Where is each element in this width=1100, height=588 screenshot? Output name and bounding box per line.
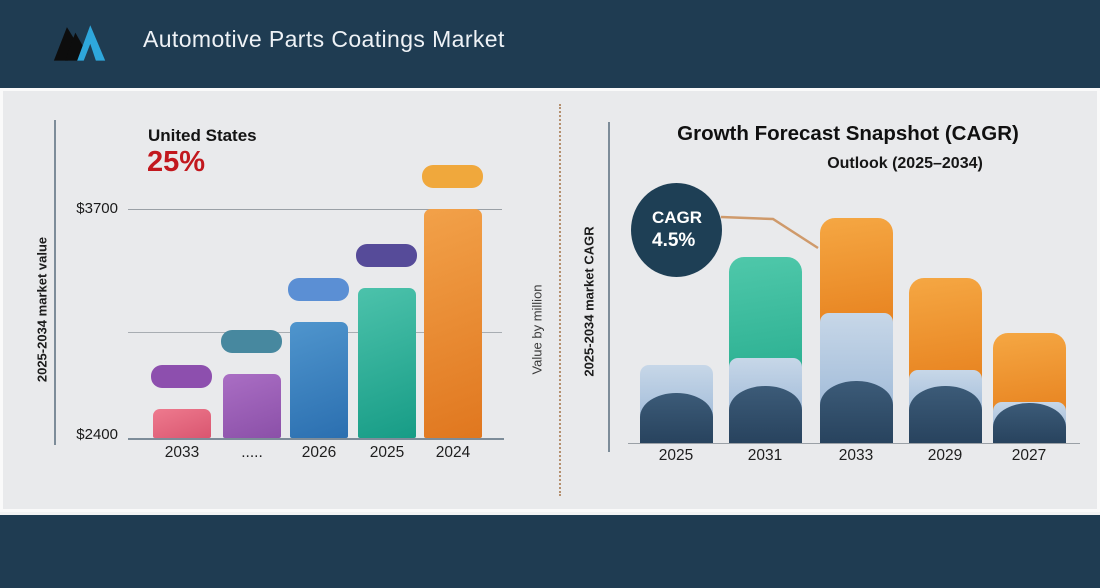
x-label-2025: 2025	[369, 444, 405, 461]
value-by-million-label: Value by million	[529, 284, 545, 375]
segment-top-2029	[908, 278, 982, 384]
left-y-axis-line	[54, 120, 56, 445]
floating-cap-2026	[288, 278, 349, 301]
segment-top-2031	[728, 257, 802, 372]
segment-base-2031	[728, 386, 802, 443]
cagr-badge-label: CAGR	[652, 207, 703, 227]
x-label-2031: 2031	[747, 447, 783, 464]
stacked-bar-2027	[992, 333, 1066, 443]
left-x-axis-line	[128, 438, 504, 440]
right-y-axis-line	[608, 122, 610, 452]
cagr-badge-value: 4.5%	[652, 229, 696, 251]
gridline-3700	[128, 209, 502, 210]
y-tick-3700: $3700	[76, 200, 118, 217]
x-label-.....: .....	[241, 444, 263, 461]
stacked-bar-2025	[639, 365, 713, 443]
right-chart-title: Growth Forecast Snapshot (CAGR)	[677, 122, 1019, 145]
stacked-bar-2031	[728, 257, 802, 443]
floating-cap-2025	[356, 244, 417, 267]
floating-cap-2024	[422, 165, 483, 188]
floating-cap-.....	[221, 330, 282, 353]
segment-base-2025	[639, 393, 713, 443]
cagr-badge: CAGR 4.5%	[631, 183, 722, 277]
left-y-axis-label: 2025-2034 market value	[34, 236, 50, 383]
stacked-bar-2033	[819, 218, 893, 443]
highlight-percentage: 25%	[147, 146, 206, 178]
ama-logo-icon	[53, 25, 106, 61]
x-label-2026: 2026	[301, 444, 337, 461]
bar-.....	[223, 374, 281, 438]
bar-2025	[358, 288, 416, 438]
panel-divider-dotted-line	[559, 104, 561, 496]
region-label: United States	[148, 126, 257, 145]
y-tick-2400: $2400	[76, 426, 118, 443]
segment-base-2027	[992, 403, 1066, 443]
stacked-bar-2029	[908, 278, 982, 443]
x-label-2024: 2024	[435, 444, 471, 461]
bar-2033	[153, 409, 211, 438]
page-title: Automotive Parts Coatings Market	[143, 26, 505, 52]
header-bar: Automotive Parts Coatings Market	[0, 0, 1100, 88]
segment-top-2033	[819, 218, 893, 327]
x-label-2027: 2027	[1011, 447, 1047, 464]
segment-base-2029	[908, 386, 982, 443]
right-y-axis-label: 2025-2034 market CAGR	[581, 226, 597, 377]
x-label-2033: 2033	[838, 447, 874, 464]
right-chart-subtitle: Outlook (2025–2034)	[827, 155, 983, 172]
right-x-axis-line	[628, 443, 1080, 444]
x-label-2029: 2029	[927, 447, 963, 464]
floating-cap-2033	[151, 365, 212, 388]
bar-2026	[290, 322, 348, 438]
segment-base-2033	[819, 381, 893, 443]
bar-2024	[424, 209, 482, 438]
x-label-2025: 2025	[658, 447, 694, 464]
footer-bar: @ All Market Analysis Snapshot GlobalAut…	[0, 512, 1100, 588]
x-label-2033: 2033	[164, 444, 200, 461]
